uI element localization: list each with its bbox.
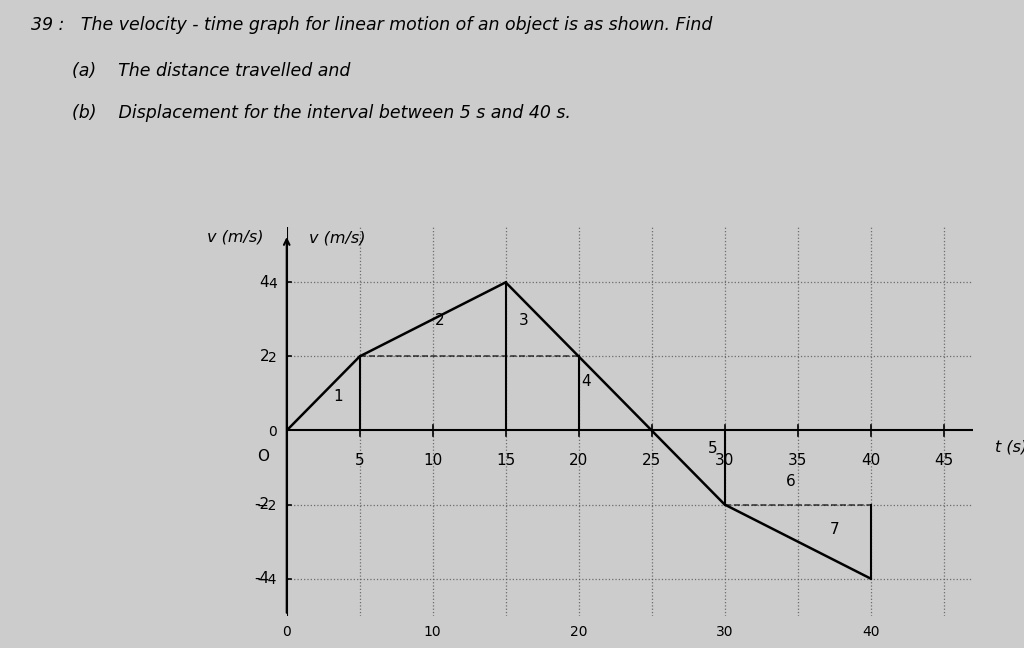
Text: 25: 25 <box>642 453 662 468</box>
Text: 4: 4 <box>582 374 591 389</box>
Text: 7: 7 <box>829 522 839 537</box>
Text: 1: 1 <box>333 389 343 404</box>
Text: 4: 4 <box>259 275 269 290</box>
Text: 10: 10 <box>423 453 442 468</box>
Text: 40: 40 <box>861 453 881 468</box>
Text: 20: 20 <box>569 453 589 468</box>
Text: 5: 5 <box>709 441 718 456</box>
Text: 6: 6 <box>785 474 796 489</box>
Text: v (m/s): v (m/s) <box>208 229 264 244</box>
Text: 3: 3 <box>518 313 528 328</box>
Text: 2: 2 <box>259 349 269 364</box>
Text: O: O <box>257 449 269 464</box>
Text: v (m/s): v (m/s) <box>308 231 366 246</box>
Text: (b)    Displacement for the interval between 5 s and 40 s.: (b) Displacement for the interval betwee… <box>72 104 570 122</box>
Text: (a)    The distance travelled and: (a) The distance travelled and <box>72 62 350 80</box>
Text: 39 :   The velocity - time graph for linear motion of an object is as shown. Fin: 39 : The velocity - time graph for linea… <box>31 16 712 34</box>
Text: 5: 5 <box>355 453 365 468</box>
Text: 45: 45 <box>934 453 953 468</box>
Text: 2: 2 <box>435 313 444 328</box>
Text: -2: -2 <box>254 497 269 512</box>
Text: 35: 35 <box>787 453 807 468</box>
Text: t (s): t (s) <box>994 439 1024 455</box>
Text: 30: 30 <box>715 453 734 468</box>
Text: 15: 15 <box>496 453 515 468</box>
Text: -4: -4 <box>254 571 269 586</box>
